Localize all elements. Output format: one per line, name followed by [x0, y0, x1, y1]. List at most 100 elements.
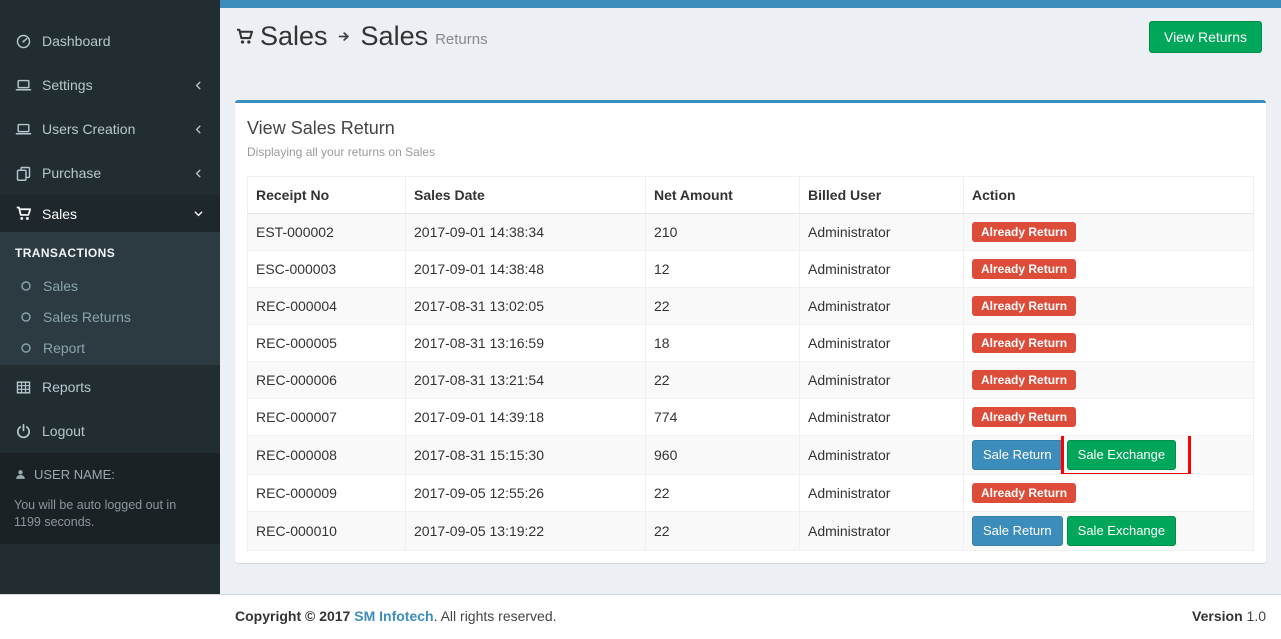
- date-cell: 2017-09-05 12:55:26: [405, 474, 646, 512]
- user-cell: Administrator: [799, 435, 964, 475]
- receipt-cell: REC-000010: [247, 511, 406, 551]
- action-cell: Already Return: [963, 324, 1254, 362]
- chevron-down-icon: [194, 211, 203, 217]
- auto-logout-note: You will be auto logged out in 1199 seco…: [14, 498, 177, 529]
- column-header: Net Amount: [645, 176, 800, 214]
- chevron-left-icon: [195, 169, 201, 177]
- table-icon: [16, 380, 31, 394]
- submenu-item-sales-returns[interactable]: Sales Returns: [0, 301, 220, 332]
- footer: Copyright © 2017 SM Infotech. All rights…: [0, 594, 1281, 639]
- copyright-text: Copyright © 2017 SM Infotech. All rights…: [235, 608, 557, 624]
- table-wrapper: Receipt No Sales Date Net Amount Billed Use…: [235, 159, 1266, 563]
- copy-icon: [16, 166, 31, 181]
- sidebar-item-label: Settings: [42, 77, 93, 93]
- amount-cell: 22: [645, 287, 800, 325]
- table-row: EST-000002 2017-09-01 14:38:34 210 Administ…: [247, 213, 1254, 251]
- sidebar-item-dashboard[interactable]: Dashboard: [0, 19, 220, 63]
- view-returns-button[interactable]: View Returns: [1148, 21, 1262, 53]
- receipt-cell: REC-000005: [247, 324, 406, 362]
- dashboard-icon: [16, 34, 31, 48]
- sidebar-item-logout[interactable]: Logout: [0, 409, 220, 453]
- receipt-cell: REC-000007: [247, 398, 406, 436]
- user-cell: Administrator: [799, 250, 964, 288]
- submenu-item-report[interactable]: Report: [0, 332, 220, 363]
- amount-cell: 12: [645, 250, 800, 288]
- sidebar-item-purchase[interactable]: Purchase: [0, 151, 220, 195]
- table-row: REC-000008 2017-08-31 15:15:30 960 Administ…: [247, 435, 1254, 475]
- main-content: Sales Sales Returns View Returns View Sa…: [220, 8, 1281, 598]
- date-cell: 2017-09-05 13:19:22: [405, 511, 646, 551]
- sales-submenu: TRANSACTIONS Sales Sales Returns Report: [0, 232, 220, 365]
- amount-cell: 774: [645, 398, 800, 436]
- table-row: REC-000004 2017-08-31 13:02:05 22 Administr…: [247, 287, 1254, 325]
- amount-cell: 22: [645, 474, 800, 512]
- sidebar-item-label: Users Creation: [42, 121, 136, 137]
- date-cell: 2017-08-31 13:16:59: [405, 324, 646, 362]
- laptop-icon: [15, 123, 32, 134]
- sales-return-panel: View Sales Return Displaying all your re…: [235, 100, 1266, 563]
- date-cell: 2017-08-31 15:15:30: [405, 435, 646, 475]
- date-cell: 2017-08-31 13:21:54: [405, 361, 646, 399]
- date-cell: 2017-09-01 14:38:34: [405, 213, 646, 251]
- user-icon: [16, 470, 25, 479]
- sale-exchange-button[interactable]: Sale Exchange: [1066, 440, 1177, 470]
- highlighted-action: Sale Exchange: [1060, 436, 1192, 474]
- amount-cell: 210: [645, 213, 800, 251]
- company-link[interactable]: SM Infotech: [354, 608, 434, 624]
- sidebar-item-label: Reports: [42, 379, 92, 395]
- sidebar-item-settings[interactable]: Settings: [0, 63, 220, 107]
- page-title-sub: Returns: [435, 31, 488, 48]
- sidebar-item-reports[interactable]: Reports: [0, 365, 220, 409]
- already-return-badge: Already Return: [972, 333, 1077, 353]
- already-return-badge: Already Return: [972, 222, 1077, 242]
- sale-return-button[interactable]: Sale Return: [972, 516, 1063, 546]
- action-cell: Already Return: [963, 474, 1254, 512]
- date-cell: 2017-08-31 13:02:05: [405, 287, 646, 325]
- table-row: REC-000006 2017-08-31 13:21:54 22 Administr…: [247, 361, 1254, 399]
- user-cell: Administrator: [799, 398, 964, 436]
- user-cell: Administrator: [799, 213, 964, 251]
- cart-icon: [16, 206, 32, 220]
- already-return-badge: Already Return: [972, 483, 1077, 503]
- submenu-item-label: Sales Returns: [43, 308, 131, 325]
- submenu-item-label: Report: [43, 339, 86, 356]
- circle-icon: [21, 280, 31, 291]
- receipt-cell: REC-000004: [247, 287, 406, 325]
- action-cell: Sale Return Sale Exchange: [963, 511, 1254, 551]
- already-return-badge: Already Return: [972, 296, 1077, 316]
- action-cell: Already Return: [963, 250, 1254, 288]
- receipt-cell: EST-000002: [247, 213, 406, 251]
- action-cell: Already Return: [963, 213, 1254, 251]
- already-return-badge: Already Return: [972, 407, 1077, 427]
- table-row: REC-000010 2017-09-05 13:19:22 22 Administr…: [247, 511, 1254, 551]
- page-title: Sales Sales Returns: [235, 19, 488, 53]
- submenu-item-sales[interactable]: Sales: [0, 270, 220, 301]
- page-title-page: Sales: [360, 21, 429, 51]
- cart-icon: [236, 28, 254, 44]
- sidebar-item-label: Dashboard: [42, 33, 111, 49]
- submenu-item-label: Sales: [43, 277, 79, 294]
- receipt-cell: REC-000006: [247, 361, 406, 399]
- action-cell: Already Return: [963, 398, 1254, 436]
- sale-return-button[interactable]: Sale Return: [972, 440, 1063, 470]
- power-icon: [16, 423, 31, 438]
- sidebar-item-users-creation[interactable]: Users Creation: [0, 107, 220, 151]
- table-row: REC-000007 2017-09-01 14:39:18 774 Administ…: [247, 398, 1254, 436]
- version-text: Version 1.0: [1192, 608, 1266, 624]
- sidebar-item-label: Logout: [42, 423, 85, 439]
- amount-cell: 22: [645, 361, 800, 399]
- sidebar-item-label: Purchase: [42, 165, 102, 181]
- chevron-left-icon: [195, 125, 201, 133]
- amount-cell: 960: [645, 435, 800, 475]
- user-cell: Administrator: [799, 474, 964, 512]
- sidebar-item-sales[interactable]: Sales: [0, 195, 220, 232]
- table-header-row: Receipt No Sales Date Net Amount Billed Use…: [247, 176, 1254, 214]
- date-cell: 2017-09-01 14:39:18: [405, 398, 646, 436]
- sale-exchange-button[interactable]: Sale Exchange: [1066, 516, 1177, 546]
- panel-subtitle: Displaying all your returns on Sales: [247, 145, 436, 159]
- already-return-badge: Already Return: [972, 259, 1077, 279]
- amount-cell: 22: [645, 511, 800, 551]
- panel-heading: View Sales Return Displaying all your re…: [235, 103, 1266, 159]
- action-cell: Already Return: [963, 361, 1254, 399]
- page-title-section: Sales: [260, 21, 328, 51]
